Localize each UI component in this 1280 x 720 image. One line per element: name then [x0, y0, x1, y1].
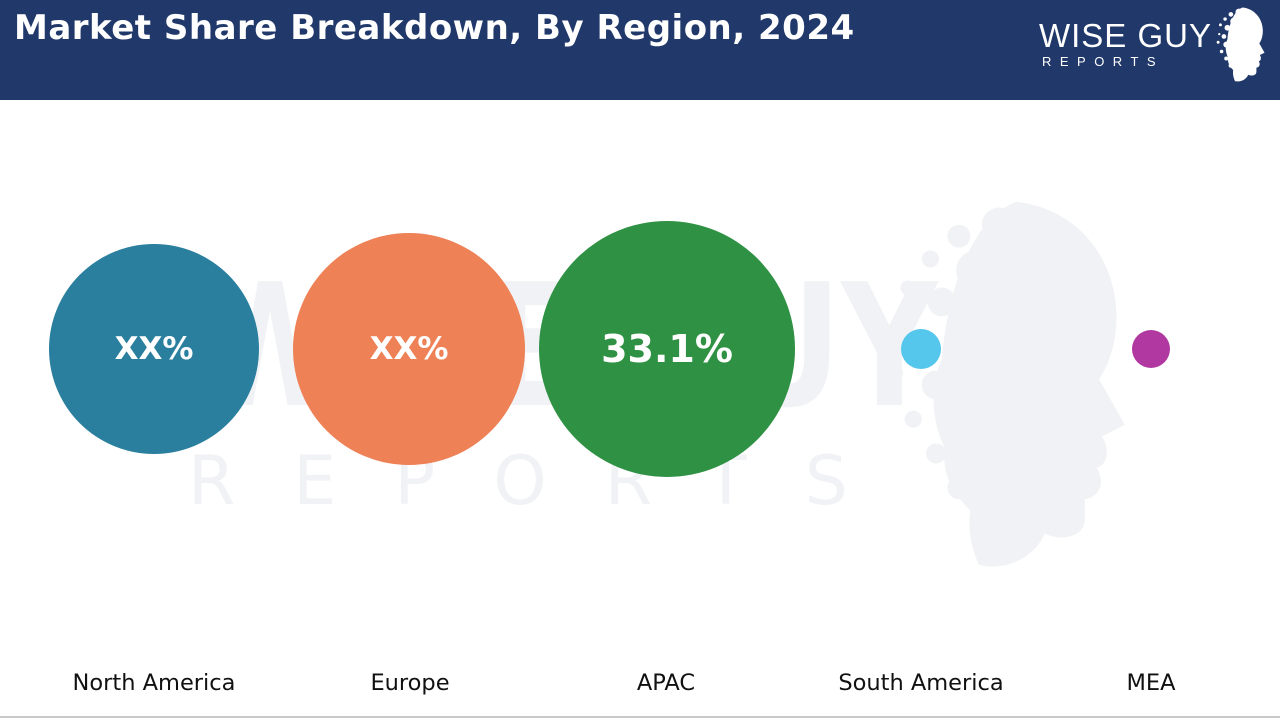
head-profile-icon — [1216, 7, 1265, 82]
header: Market Share Breakdown, By Region, 2024 … — [0, 0, 1280, 100]
category-label-north-america: North America — [72, 670, 236, 696]
bubble-apac[interactable]: 33.1% — [539, 221, 795, 477]
bubble-north-america[interactable]: XX% — [49, 244, 259, 454]
logo-wordmark: WISE GUY — [1038, 16, 1212, 54]
logo-text: WISE GUY REPORTS — [1038, 16, 1212, 70]
wise-guy-logo: WISE GUY REPORTS — [1039, 6, 1268, 82]
logo-subtitle: REPORTS — [1041, 54, 1165, 70]
category-label-apac: APAC — [636, 670, 696, 696]
page-title: Market Share Breakdown, By Region, 2024 — [14, 8, 855, 48]
watermark-subtitle: REPORTS — [188, 442, 906, 521]
bubble-europe[interactable]: XX% — [293, 233, 525, 465]
bottom-border-line — [0, 716, 1280, 718]
category-label-mea: MEA — [1126, 670, 1176, 696]
watermark-head-icon — [888, 201, 1125, 567]
category-label-south-america: South America — [838, 670, 1004, 696]
bubble-value-label: XX% — [369, 331, 449, 367]
bubble-mea[interactable] — [1132, 330, 1170, 368]
bubble-value-label: 33.1% — [601, 327, 733, 371]
bubble-value-label: XX% — [114, 331, 194, 367]
category-label-europe: Europe — [370, 670, 450, 696]
bubble-south-america[interactable] — [901, 329, 941, 369]
